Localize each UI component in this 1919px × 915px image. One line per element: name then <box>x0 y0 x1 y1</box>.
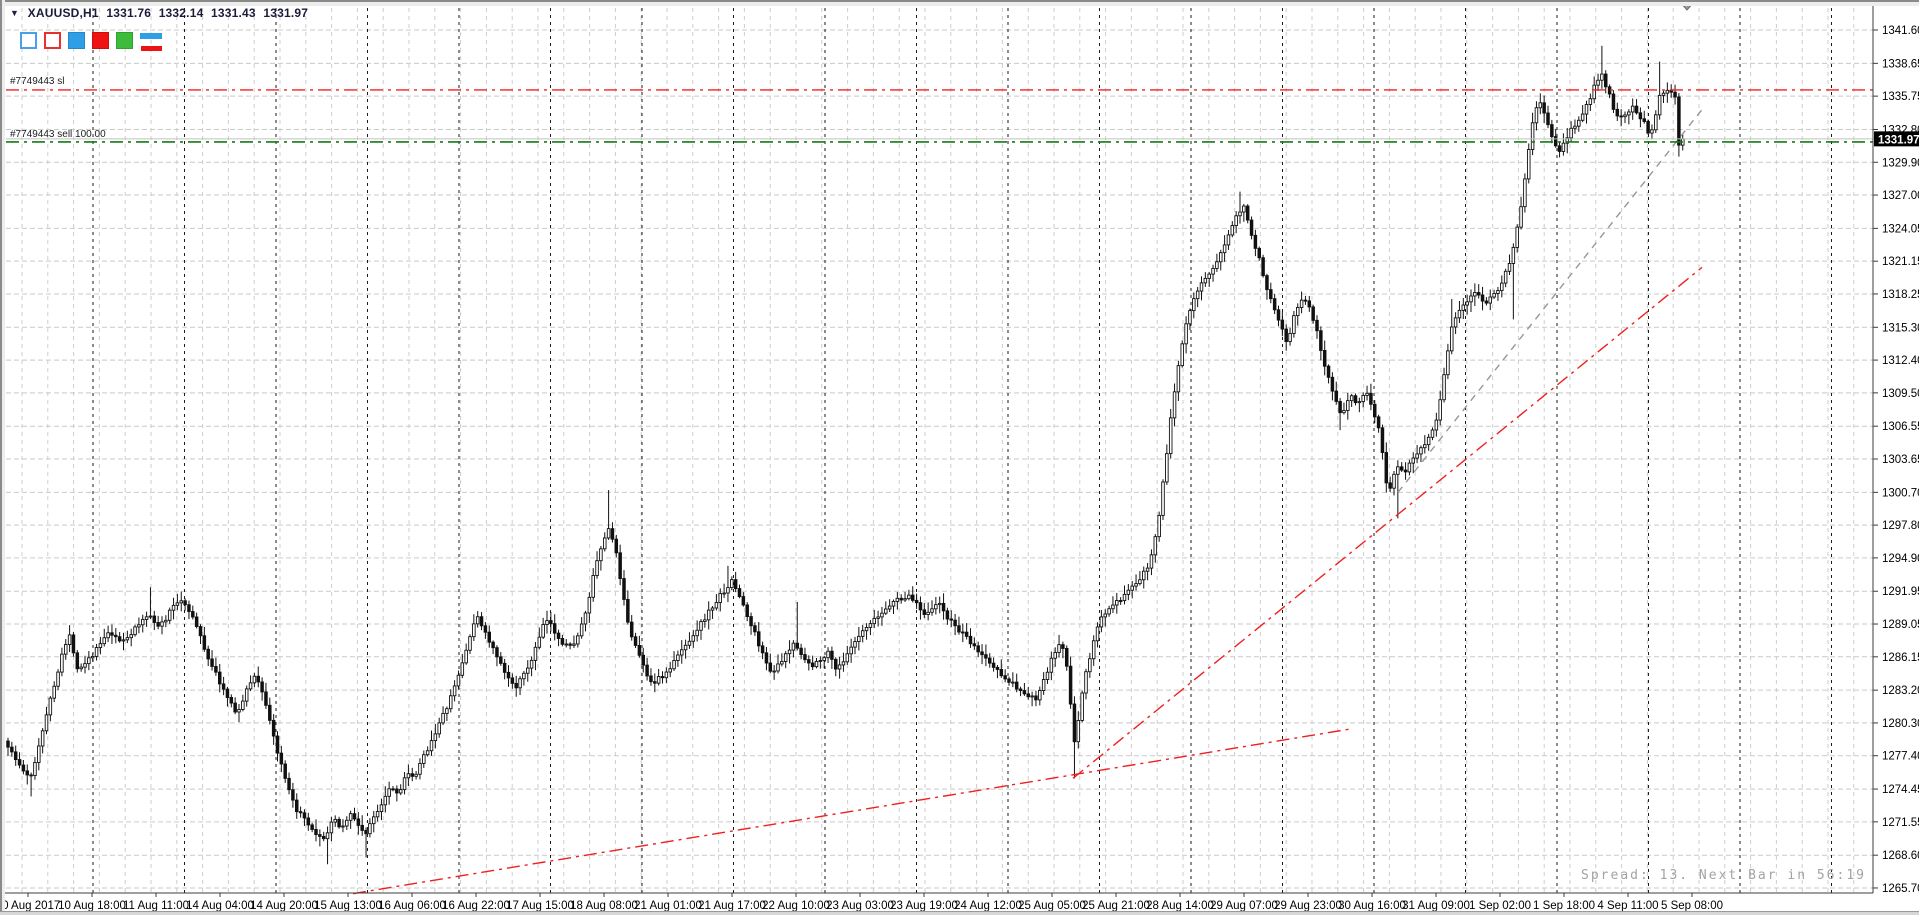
object-color-swatch-row <box>20 32 169 51</box>
price-tick-label: 1294.90 <box>1882 553 1919 565</box>
time-tick-label: 28 Aug 14:00 <box>1146 900 1214 912</box>
ohlc-open: 1331.76 <box>106 6 152 20</box>
time-tick-label: 11 Aug 11:00 <box>123 900 189 912</box>
filled-blue-square[interactable] <box>68 32 85 49</box>
price-tick-label: 1291.95 <box>1882 586 1919 598</box>
grid-layer <box>6 8 1873 893</box>
current-price-tag: 1331.97 <box>1874 131 1919 147</box>
time-tick-label: 21 Aug 17:00 <box>698 900 766 912</box>
symbol-dropdown-arrow-icon[interactable]: ▼ <box>10 8 20 18</box>
price-axis[interactable]: 1341.601338.651335.751332.801329.901327.… <box>1872 0 1919 915</box>
ohlc-high: 1332.14 <box>158 6 204 20</box>
time-tick-label: 14 Aug 04:00 <box>186 900 254 912</box>
current-price-value: 1331.97 <box>1878 134 1919 146</box>
time-tick-label: 1 Sep 18:00 <box>1533 900 1595 912</box>
time-tick-label: 29 Aug 23:00 <box>1274 900 1342 912</box>
time-tick-label: 31 Aug 09:00 <box>1402 900 1470 912</box>
time-tick-label: 29 Aug 07:00 <box>1210 900 1278 912</box>
window-bottom-border <box>0 911 1919 915</box>
time-tick-label: 23 Aug 19:00 <box>890 900 958 912</box>
spread-nextbar-status: Spread: 13. Next Bar in 56:19 <box>1581 868 1866 883</box>
outline-red-square[interactable] <box>44 32 61 49</box>
blue-red-bars[interactable] <box>140 32 162 51</box>
window-top-border <box>0 0 1919 2</box>
time-tick-label: 18 Aug 08:00 <box>570 900 638 912</box>
time-tick-label: 21 Aug 01:00 <box>634 900 702 912</box>
ohlc-close: 1331.97 <box>263 6 309 20</box>
price-tick-label: 1321.15 <box>1882 256 1919 268</box>
time-tick-label: 23 Aug 03:00 <box>826 900 894 912</box>
price-tick-label: 1271.55 <box>1882 817 1919 829</box>
price-tick-label: 1312.40 <box>1882 355 1919 367</box>
price-tick-label: 1329.90 <box>1882 157 1919 169</box>
price-tick-label: 1289.05 <box>1882 619 1919 631</box>
price-tick-label: 1341.60 <box>1882 25 1919 37</box>
price-tick-label: 1280.30 <box>1882 718 1919 730</box>
time-tick-label: 4 Sep 11:00 <box>1597 900 1658 912</box>
price-tick-label: 1268.60 <box>1882 850 1919 862</box>
time-tick-label: 5 Sep 08:00 <box>1661 900 1723 912</box>
price-tick-label: 1309.50 <box>1882 388 1919 400</box>
time-tick-label: 15 Aug 13:00 <box>314 900 382 912</box>
chart-title: ▼ XAUUSD,H1 1331.76 1332.14 1331.43 1331… <box>10 6 312 20</box>
price-tick-label: 1265.70 <box>1882 883 1919 895</box>
time-tick-label: 17 Aug 15:00 <box>506 900 574 912</box>
price-tick-label: 1303.65 <box>1882 454 1919 466</box>
outline-blue-square[interactable] <box>20 32 37 49</box>
price-tick-label: 1324.05 <box>1882 223 1919 235</box>
time-tick-label: 25 Aug 21:00 <box>1082 900 1150 912</box>
time-tick-label: 16 Aug 06:00 <box>378 900 446 912</box>
window-left-border <box>0 0 2 915</box>
window-left-border-light <box>2 0 5 915</box>
filled-green-square[interactable] <box>116 32 133 49</box>
window-top-border-light <box>0 2 1919 6</box>
price-tick-label: 1327.00 <box>1882 190 1919 202</box>
sell-order-line-label: #7749443 sell 100.00 <box>10 129 106 140</box>
price-tick-label: 1283.20 <box>1882 685 1919 697</box>
price-tick-label: 1297.80 <box>1882 520 1919 532</box>
price-tick-label: 1318.25 <box>1882 289 1919 301</box>
time-tick-label: 24 Aug 12:00 <box>954 900 1022 912</box>
price-tick-label: 1306.55 <box>1882 421 1919 433</box>
price-tick-label: 1274.45 <box>1882 784 1919 796</box>
time-tick-label: 1 Sep 02:00 <box>1469 900 1531 912</box>
price-tick-label: 1315.30 <box>1882 322 1919 334</box>
ohlc-low: 1331.43 <box>211 6 256 20</box>
time-tick-label: 22 Aug 10:00 <box>762 900 830 912</box>
candles-layer <box>6 45 1685 865</box>
stop-loss-line-label: #7749443 sl <box>10 76 65 87</box>
price-tick-label: 1300.70 <box>1882 487 1919 499</box>
time-tick-label: 25 Aug 05:00 <box>1018 900 1086 912</box>
red-trendline-steep[interactable] <box>1072 266 1703 779</box>
order-lines-layer[interactable] <box>6 89 1873 143</box>
price-tick-label: 1338.65 <box>1882 58 1919 70</box>
time-tick-label: 30 Aug 16:00 <box>1338 900 1406 912</box>
gray-trendline[interactable] <box>1397 105 1706 493</box>
time-tick-label: 10 Aug 2017 <box>0 900 60 912</box>
time-tick-label: 14 Aug 20:00 <box>250 900 318 912</box>
red-trendline-shallow[interactable] <box>352 727 1354 895</box>
price-tick-label: 1335.75 <box>1882 91 1919 103</box>
day-separator-layer <box>92 8 1832 893</box>
symbol-period-label: XAUUSD,H1 <box>27 6 99 20</box>
time-tick-label: 10 Aug 18:00 <box>58 900 126 912</box>
price-tick-label: 1286.15 <box>1882 652 1919 664</box>
time-tick-label: 16 Aug 22:00 <box>442 900 510 912</box>
filled-red-square[interactable] <box>92 32 109 49</box>
price-tick-label: 1277.40 <box>1882 751 1919 763</box>
